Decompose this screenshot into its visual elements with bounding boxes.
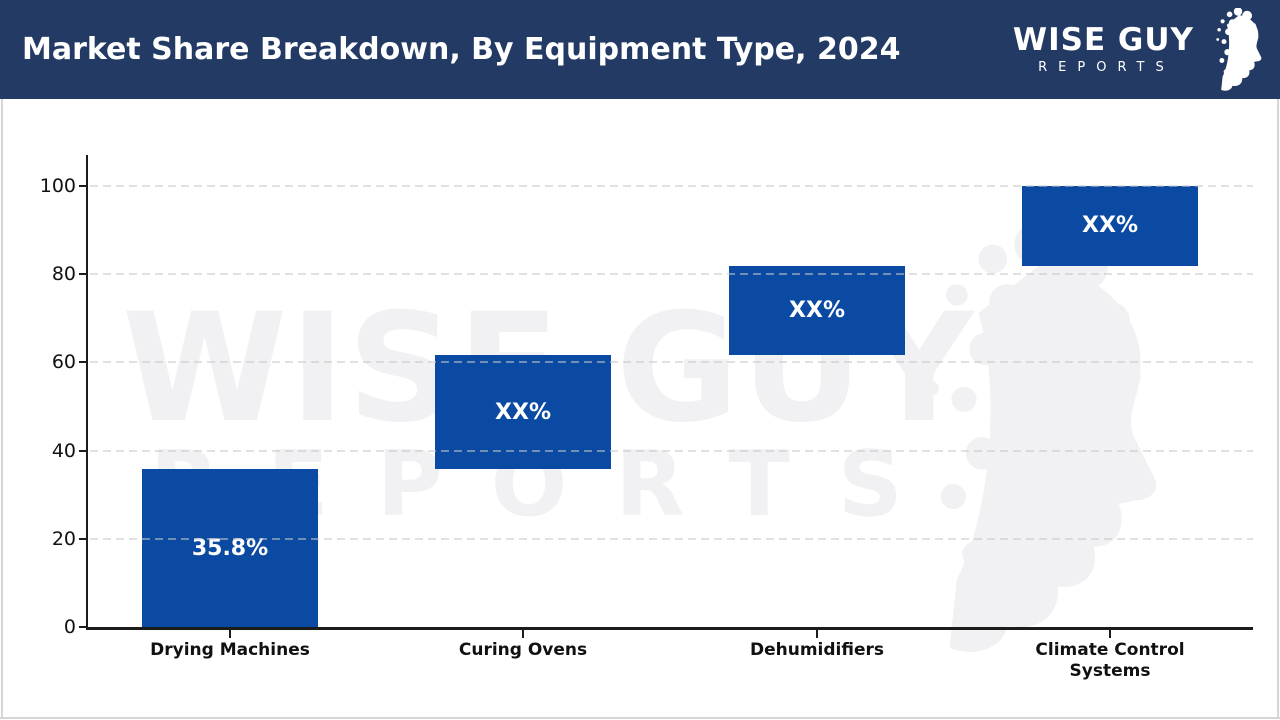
right-border: [1277, 99, 1279, 717]
gridline: [90, 537, 1253, 540]
y-tick-mark: [79, 626, 87, 628]
y-tick-mark: [79, 537, 87, 540]
y-tick-label: 60: [51, 351, 76, 374]
x-tick-mark: [1109, 630, 1111, 638]
x-category-label: Dehumidifiers: [749, 640, 885, 660]
logo-wordmark: WISE GUY: [1012, 21, 1194, 58]
bar-segment: XX%: [435, 355, 611, 470]
y-tick-mark: [79, 273, 87, 276]
y-tick-label: 20: [51, 527, 76, 550]
gridline: [90, 185, 1253, 187]
logo-subtitle: REPORTS: [1038, 59, 1175, 75]
gridline: [90, 361, 1253, 364]
page-title: Market Share Breakdown, By Equipment Typ…: [22, 32, 901, 67]
y-tick-label: 80: [51, 263, 76, 286]
x-tick-mark: [229, 630, 231, 638]
bar-segment: XX%: [1022, 186, 1198, 266]
wise-guy-logo: WISE GUY REPORTS: [1012, 7, 1266, 92]
x-tick-mark: [522, 630, 524, 638]
bottom-border: [0, 717, 1280, 719]
logo-text: WISE GUY REPORTS: [1012, 21, 1194, 75]
x-tick-mark: [816, 630, 818, 638]
x-category-label: Curing Ovens: [458, 640, 588, 660]
y-axis-line: [86, 155, 88, 627]
y-tick-label: 100: [39, 175, 76, 197]
y-tick-mark: [79, 361, 87, 364]
x-category-label: Climate Control Systems: [1035, 640, 1185, 682]
y-tick-label: 0: [63, 616, 76, 638]
bar-value-label: XX%: [789, 298, 845, 324]
y-tick-label: 40: [51, 439, 76, 462]
bar-segment: XX%: [729, 265, 905, 356]
x-axis-line: [86, 627, 1253, 630]
watermark-head-icon: [924, 222, 1157, 652]
logo-head-icon: [1216, 7, 1262, 91]
left-border: [1, 99, 3, 717]
y-tick-mark: [79, 185, 87, 187]
header-bar: Market Share Breakdown, By Equipment Typ…: [0, 0, 1280, 99]
bar-value-label: XX%: [495, 399, 551, 425]
bar-value-label: XX%: [1082, 213, 1138, 239]
y-tick-mark: [79, 449, 87, 452]
gridline: [90, 449, 1253, 452]
bar-segment: 35.8%: [142, 469, 318, 627]
gridline: [90, 273, 1253, 276]
x-category-label: Drying Machines: [150, 640, 310, 660]
